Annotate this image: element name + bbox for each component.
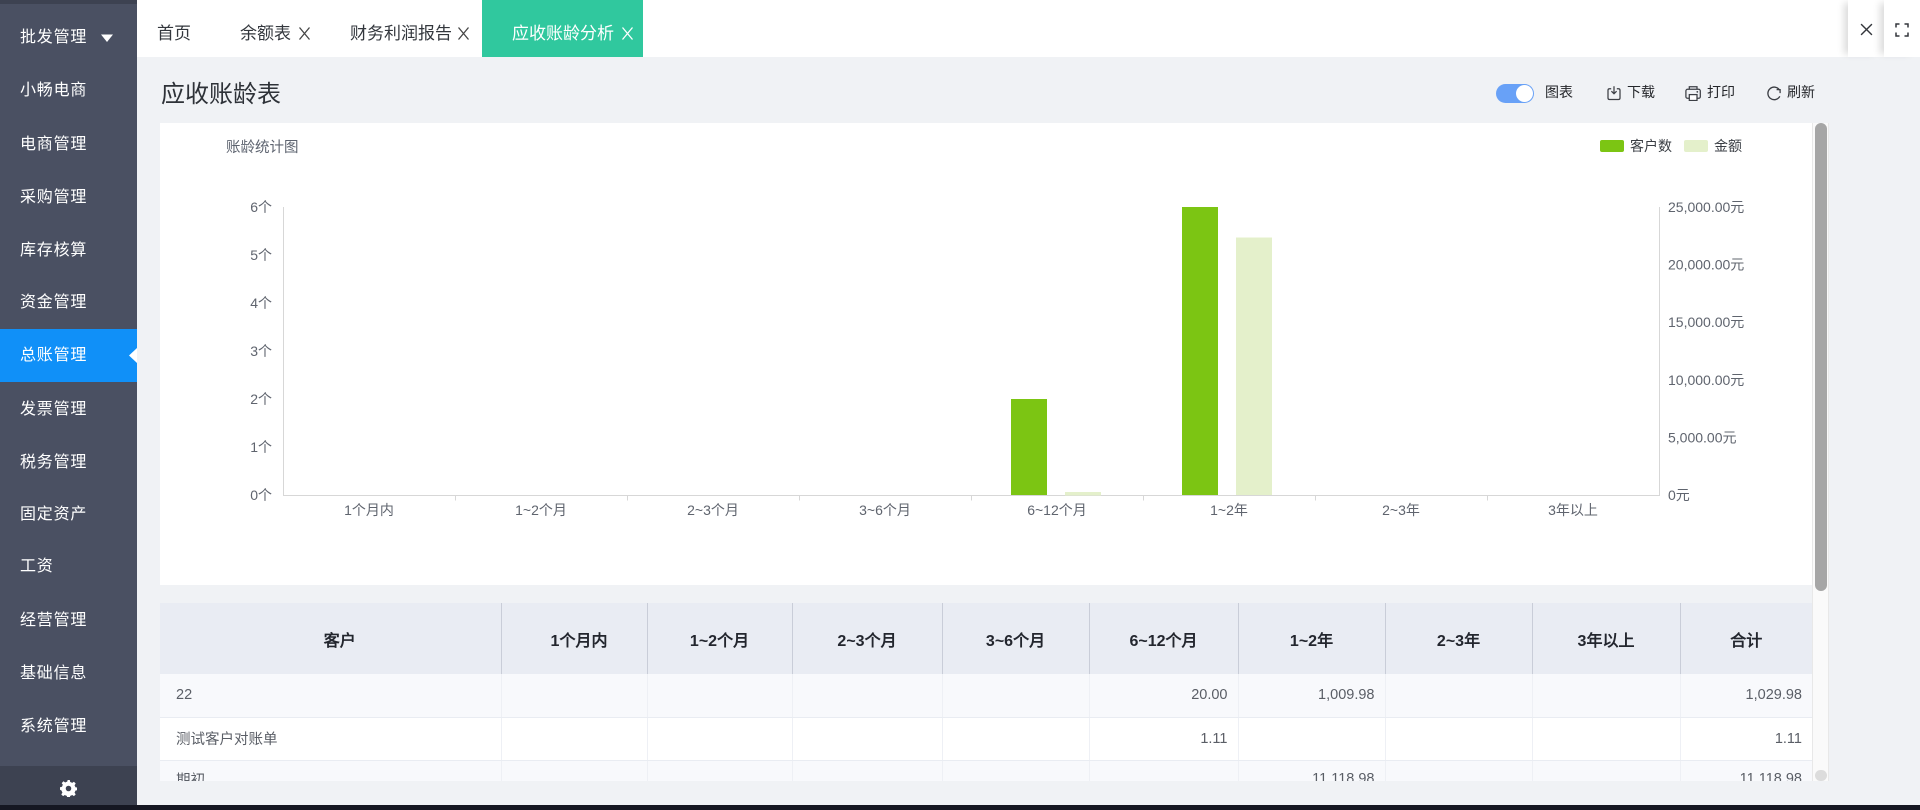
svg-text:10,000.00元: 10,000.00元: [1668, 372, 1744, 388]
svg-text:3个: 3个: [250, 343, 272, 359]
svg-text:5,000.00元: 5,000.00元: [1668, 429, 1737, 445]
svg-text:6~12个月: 6~12个月: [1027, 502, 1087, 518]
svg-text:1~2年: 1~2年: [1210, 502, 1248, 518]
svg-text:金额: 金额: [1714, 138, 1742, 154]
svg-text:2~3年: 2~3年: [1382, 502, 1420, 518]
svg-text:4个: 4个: [250, 295, 272, 311]
svg-text:20,000.00元: 20,000.00元: [1668, 257, 1744, 273]
svg-text:6个: 6个: [250, 199, 272, 215]
svg-text:0元: 0元: [1668, 487, 1690, 503]
svg-text:3~6个月: 3~6个月: [859, 502, 911, 518]
svg-text:1个月内: 1个月内: [344, 502, 394, 518]
svg-text:账龄统计图: 账龄统计图: [226, 139, 299, 156]
svg-text:0个: 0个: [250, 487, 272, 503]
svg-text:5个: 5个: [250, 247, 272, 263]
svg-text:1~2个月: 1~2个月: [515, 502, 567, 518]
svg-text:1个: 1个: [250, 439, 272, 455]
svg-text:15,000.00元: 15,000.00元: [1668, 314, 1744, 330]
svg-text:2个: 2个: [250, 391, 272, 407]
svg-text:25,000.00元: 25,000.00元: [1668, 199, 1744, 215]
svg-text:客户数: 客户数: [1630, 138, 1672, 154]
svg-text:2~3个月: 2~3个月: [687, 502, 739, 518]
svg-text:3年以上: 3年以上: [1548, 502, 1598, 518]
